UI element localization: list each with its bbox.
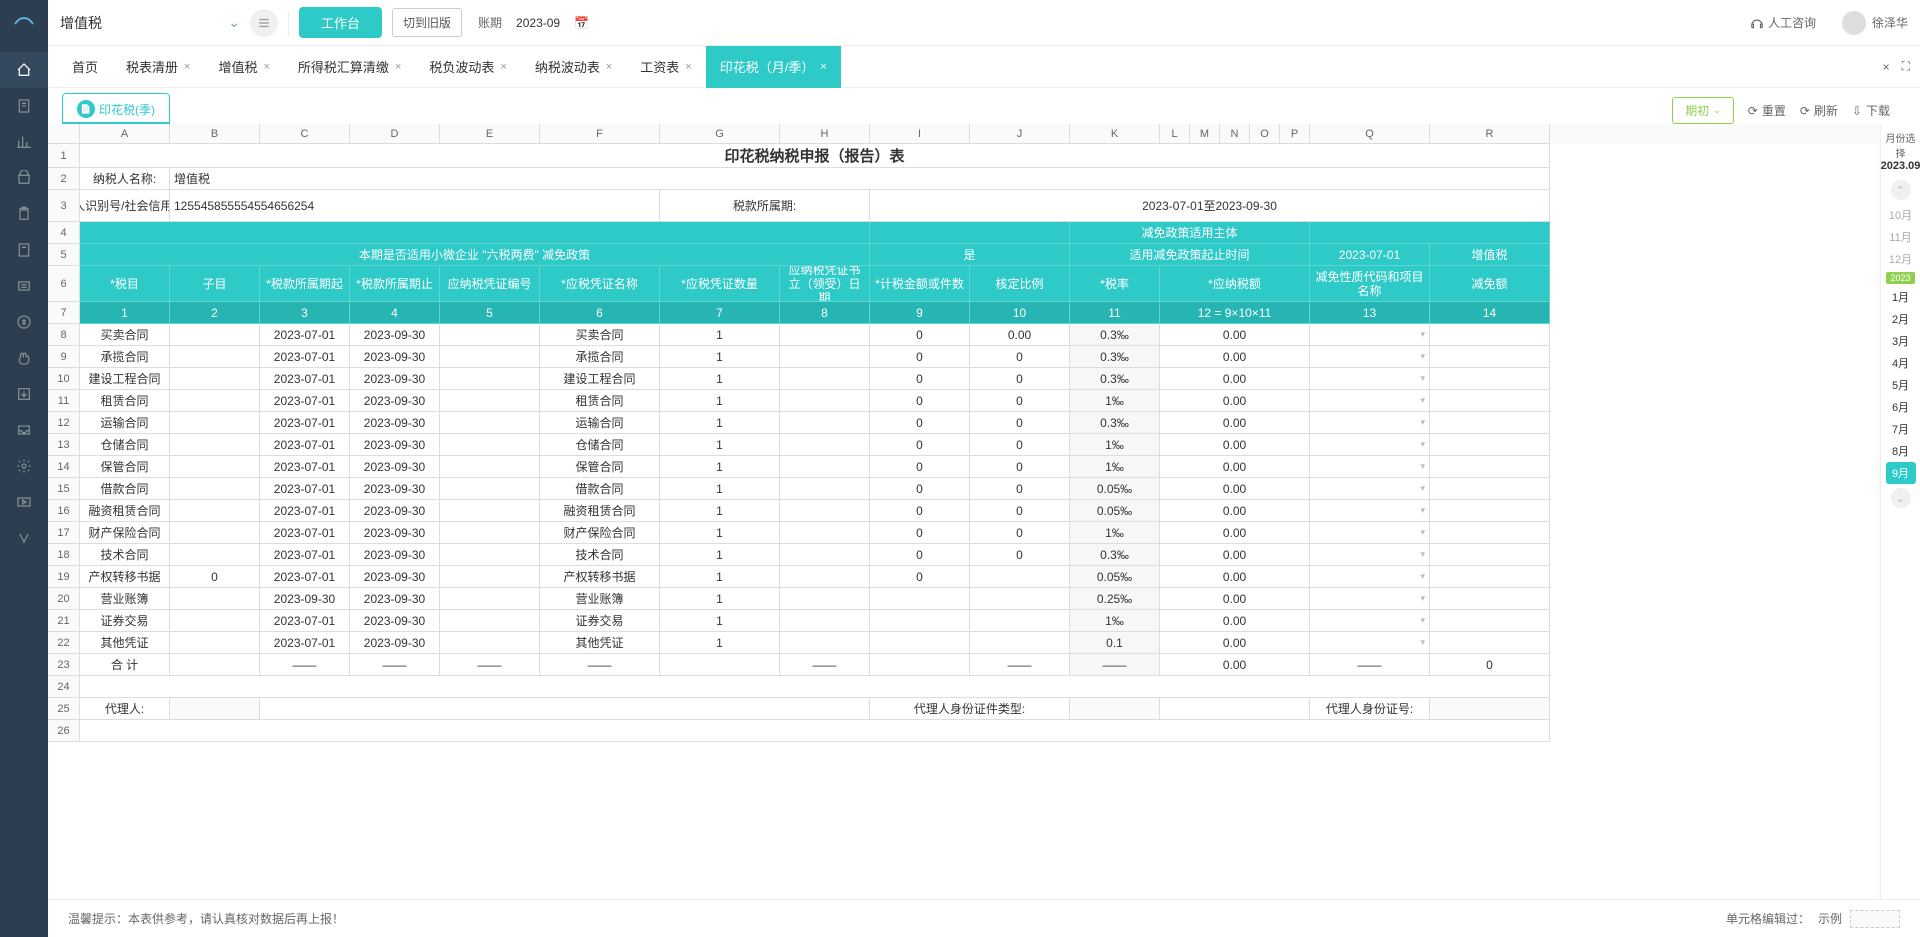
- close-icon[interactable]: ×: [500, 61, 506, 73]
- main: 增值税 ⌄ 工作台 切到旧版 账期 2023-09 📅 人工咨询 徐泽华: [48, 0, 1920, 937]
- nav-money[interactable]: [0, 304, 48, 340]
- nav-v[interactable]: [0, 520, 48, 556]
- sub-tab-quarter[interactable]: 📄 印花税(季): [62, 93, 170, 124]
- company-selector[interactable]: 增值税 ⌄: [60, 13, 240, 33]
- month-next[interactable]: ⌄: [1891, 488, 1911, 508]
- close-icon[interactable]: ×: [685, 61, 691, 73]
- tab-home[interactable]: 首页: [58, 46, 112, 88]
- tab-close-all[interactable]: ×: [1883, 60, 1890, 74]
- month-option[interactable]: 12月: [1889, 248, 1912, 270]
- month-option[interactable]: 11月: [1889, 226, 1912, 248]
- nav-video[interactable]: [0, 484, 48, 520]
- month-option[interactable]: 5月: [1886, 374, 1916, 396]
- nav-home[interactable]: [0, 52, 48, 88]
- tab-tax-list[interactable]: 税表清册×: [112, 46, 204, 88]
- month-option[interactable]: 7月: [1886, 418, 1916, 440]
- user-name: 徐泽华: [1872, 14, 1908, 31]
- month-option[interactable]: 3月: [1886, 330, 1916, 352]
- footer-hint: 温馨提示：本表供参考，请认真核对数据后再上报！: [68, 910, 344, 927]
- sheet-area: ABCDEFGHIJKLMNOPQR1印花税纳税申报（报告）表2纳税人名称:增值…: [48, 124, 1920, 899]
- month-option[interactable]: 8月: [1886, 440, 1916, 462]
- tab-stamp-duty[interactable]: 印花税（月/季）×: [706, 46, 841, 88]
- nav-chart[interactable]: [0, 124, 48, 160]
- chevron-down-icon: ⌄: [228, 14, 240, 31]
- consult-link[interactable]: 人工咨询: [1750, 14, 1816, 31]
- nav-inbox[interactable]: [0, 412, 48, 448]
- nav-clipboard[interactable]: [0, 196, 48, 232]
- nav-stamp[interactable]: [0, 268, 48, 304]
- month-option[interactable]: 1月: [1886, 286, 1916, 308]
- month-option[interactable]: 9月: [1886, 462, 1916, 484]
- tab-vat[interactable]: 增值税×: [204, 46, 283, 88]
- consult-label: 人工咨询: [1768, 14, 1816, 31]
- example-cell: [1850, 910, 1900, 928]
- footer-edit-label: 单元格编辑过：: [1726, 910, 1810, 927]
- month-prev[interactable]: ⌃: [1891, 180, 1911, 200]
- user-menu[interactable]: 徐泽华: [1842, 11, 1908, 35]
- close-icon[interactable]: ×: [395, 61, 401, 73]
- tab-salary[interactable]: 工资表×: [626, 46, 705, 88]
- workbench-button[interactable]: 工作台: [299, 7, 382, 38]
- nav-settings[interactable]: [0, 448, 48, 484]
- month-panel-year: 2023.09: [1881, 160, 1920, 172]
- spreadsheet[interactable]: ABCDEFGHIJKLMNOPQR1印花税纳税申报（报告）表2纳税人名称:增值…: [48, 124, 1880, 899]
- app-logo: [8, 8, 40, 40]
- footer-example: 示例: [1818, 910, 1842, 927]
- nav-bag[interactable]: [0, 160, 48, 196]
- tab-burden[interactable]: 税负波动表×: [415, 46, 520, 88]
- switch-version-button[interactable]: 切到旧版: [392, 8, 462, 37]
- nav-hand[interactable]: [0, 340, 48, 376]
- period-label: 账期: [478, 14, 502, 31]
- sub-tabs: 📄 印花税(季) 期初⌄ ⟳ 重置 ⟳ 刷新 ⇩ 下载: [48, 88, 1920, 124]
- main-tabs: 首页 税表清册× 增值税× 所得税汇算清缴× 税负波动表× 纳税波动表× 工资表…: [48, 46, 1920, 88]
- tab-payment[interactable]: 纳税波动表×: [521, 46, 626, 88]
- list-toggle[interactable]: [250, 9, 278, 37]
- period-init-button[interactable]: 期初⌄: [1672, 97, 1734, 124]
- refresh-button[interactable]: ⟳ 刷新: [1800, 102, 1838, 119]
- avatar-icon: [1842, 11, 1866, 35]
- reset-button[interactable]: ⟳ 重置: [1748, 102, 1786, 119]
- month-option[interactable]: 10月: [1889, 204, 1912, 226]
- sidebar: [0, 0, 48, 937]
- download-button[interactable]: ⇩ 下载: [1852, 102, 1890, 119]
- nav-export[interactable]: [0, 376, 48, 412]
- period-value: 2023-09: [516, 16, 560, 30]
- month-panel-title: 月份选择: [1881, 130, 1920, 160]
- footer: 温馨提示：本表供参考，请认真核对数据后再上报！ 单元格编辑过： 示例: [48, 899, 1920, 937]
- month-panel: 月份选择 2023.09 ⌃ 10月11月12月 2023 1月2月3月4月5月…: [1880, 124, 1920, 899]
- year-badge: 2023: [1886, 272, 1914, 284]
- company-name: 增值税: [60, 13, 102, 33]
- month-option[interactable]: 6月: [1886, 396, 1916, 418]
- tab-income[interactable]: 所得税汇算清缴×: [284, 46, 415, 88]
- close-icon[interactable]: ×: [606, 61, 612, 73]
- tab-expand[interactable]: ⛶: [1902, 59, 1910, 74]
- close-icon[interactable]: ×: [820, 61, 826, 73]
- close-icon[interactable]: ×: [263, 61, 269, 73]
- nav-calc[interactable]: [0, 232, 48, 268]
- calendar-icon[interactable]: 📅: [574, 16, 589, 30]
- close-icon[interactable]: ×: [184, 61, 190, 73]
- month-option[interactable]: 2月: [1886, 308, 1916, 330]
- sheet-icon: 📄: [77, 100, 95, 118]
- topbar: 增值税 ⌄ 工作台 切到旧版 账期 2023-09 📅 人工咨询 徐泽华: [48, 0, 1920, 46]
- nav-doc[interactable]: [0, 88, 48, 124]
- month-option[interactable]: 4月: [1886, 352, 1916, 374]
